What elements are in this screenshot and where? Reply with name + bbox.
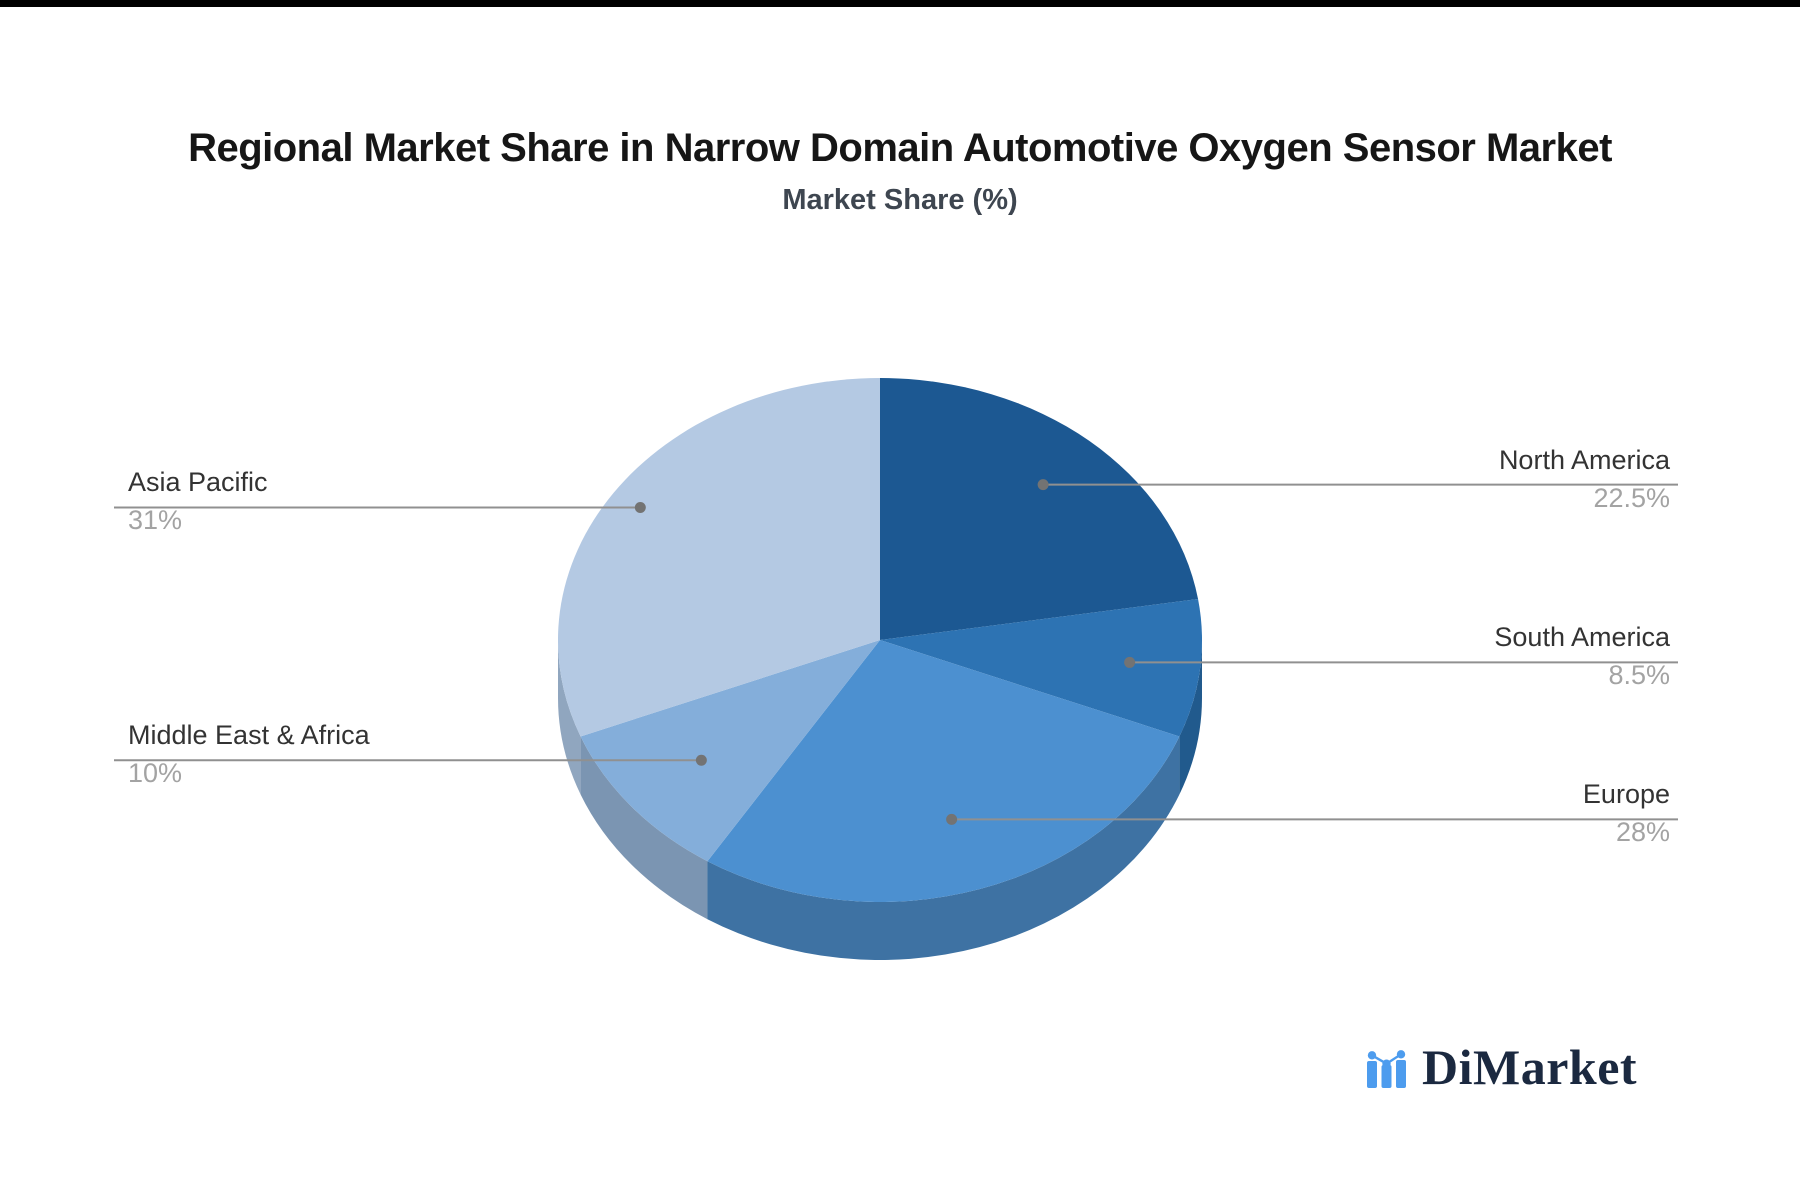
callout-europe: Europe 28% xyxy=(1210,779,1670,847)
segment-value: 31% xyxy=(128,505,183,536)
callout-south-america: South America 8.5% xyxy=(1210,622,1670,690)
pie-slice-side-asia-pacific xyxy=(558,640,581,795)
bar-line-chart-icon xyxy=(1367,1050,1406,1088)
segment-label: South America xyxy=(1494,622,1670,653)
chart-title: Regional Market Share in Narrow Domain A… xyxy=(188,126,1612,170)
pie-slice-middle-east-africa[interactable] xyxy=(580,640,880,862)
chart-subtitle: Market Share (%) xyxy=(782,184,1018,216)
segment-value: 8.5% xyxy=(1608,660,1670,691)
pie-slice-north-america[interactable] xyxy=(880,378,1199,640)
callout-asia-pacific: Asia Pacific 31% xyxy=(128,467,588,535)
pie-slice-side-europe xyxy=(707,736,1180,960)
segment-label: North America xyxy=(1498,444,1670,475)
leader-dot-south-america xyxy=(1124,656,1136,668)
pie-slice-south-america[interactable] xyxy=(880,599,1203,737)
segment-value: 28% xyxy=(1615,817,1670,848)
segment-label: Europe xyxy=(1582,779,1670,810)
pie-slice-side-middle-east-africa xyxy=(580,736,708,920)
leader-dot-europe xyxy=(946,813,958,825)
leader-dot-asia-pacific xyxy=(634,501,646,513)
segment-value: 22.5% xyxy=(1593,482,1670,513)
segment-value: 10% xyxy=(128,758,183,789)
leader-dot-middle-east-africa xyxy=(695,754,707,766)
pie-slice-side-south-america xyxy=(1179,640,1203,795)
callout-middle-east-africa: Middle East & Africa 10% xyxy=(128,720,588,788)
segment-label: Middle East & Africa xyxy=(128,720,370,751)
leader-dot-north-america xyxy=(1037,479,1049,491)
segment-label: Asia Pacific xyxy=(128,467,268,498)
logo-text: DiMarket xyxy=(1422,1039,1638,1095)
window-top-edge xyxy=(0,0,1800,7)
pie-slice-asia-pacific[interactable] xyxy=(557,378,880,737)
callout-north-america: North America 22.5% xyxy=(1210,445,1670,513)
dimarket-logo: DiMarket xyxy=(1362,1042,1637,1092)
pie-slice-europe[interactable] xyxy=(707,640,1180,902)
